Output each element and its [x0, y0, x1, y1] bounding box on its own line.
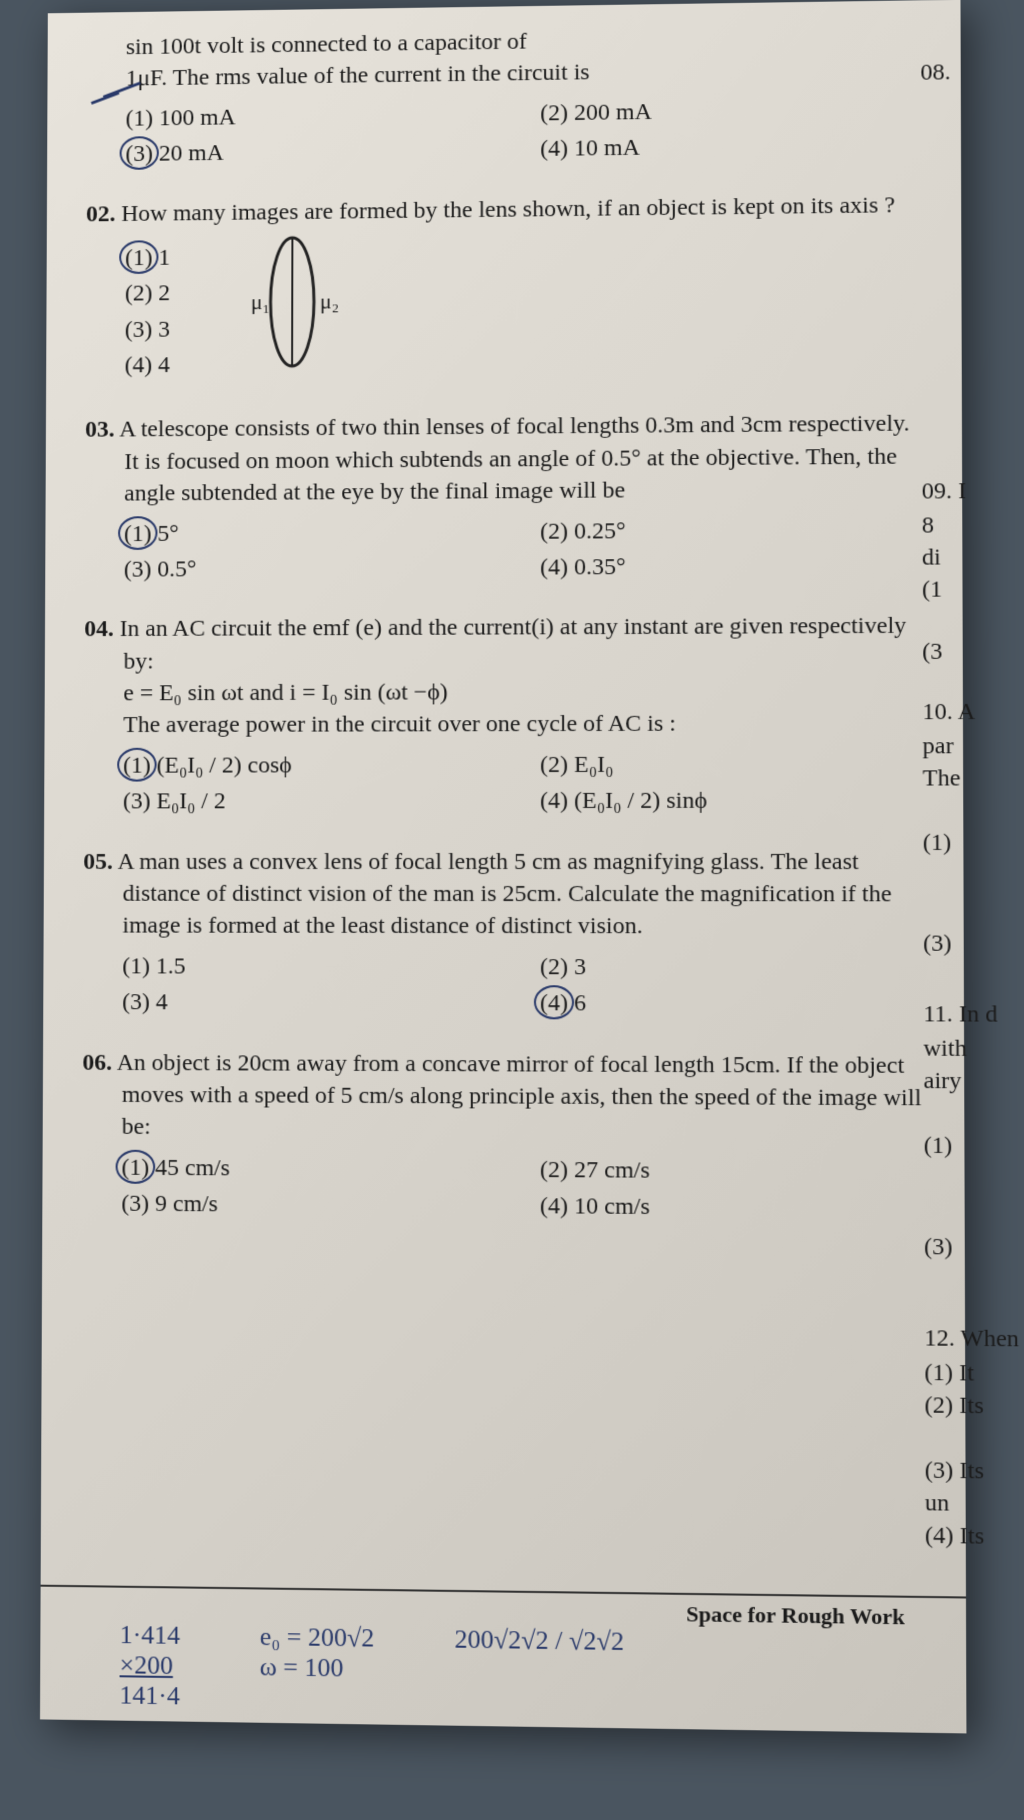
q05-opt3: (3) 4: [122, 986, 500, 1019]
r10b-3: (3): [923, 931, 952, 958]
r12b-1: (2) Its: [924, 1392, 983, 1420]
q02: 02. How many images are formed by the le…: [85, 189, 921, 387]
q02-opt4: (4) 4: [125, 349, 204, 382]
r09b-1: di: [922, 544, 941, 571]
q04-opt4: (4) (E₀I₀ / 2) sinϕ: [540, 785, 923, 818]
hw-col1: 1·414 ×200 141·4: [119, 1620, 180, 1712]
q05-body: A man uses a convex lens of focal length…: [117, 849, 891, 940]
hw-6: 200√2√2 / √2√2: [454, 1624, 624, 1657]
right-column: 08. 09. I 8 di (1 (3 10. A par The (1) (…: [900, 0, 1024, 1734]
r09b-0: 8: [922, 512, 934, 539]
lens-figure: μ₁ μ₂: [223, 227, 362, 386]
q04-options: (1) (E₀I₀ / 2) cosϕ (2) E₀I₀ (3) E₀I₀ / …: [83, 748, 922, 818]
q04-eqn: e = E₀ sin ωt and i = I₀ sin (ωt −ϕ): [84, 675, 922, 710]
q03-num: 03.: [85, 417, 115, 443]
q03-opt1: (1) 5°: [124, 516, 500, 550]
q06-body: An object is 20cm away from a concave mi…: [117, 1050, 922, 1141]
q05: 05. A man uses a convex lens of focal le…: [83, 846, 924, 1021]
q06-opt3: (3) 9 cm/s: [121, 1188, 499, 1223]
q01-opt3: (3) 20 mA: [125, 134, 500, 171]
r09: 09. I: [922, 478, 967, 505]
q05-opt4: (4) 6: [540, 987, 923, 1021]
q01-options: (1) 100 mA (2) 200 mA (3) 20 mA (4) 10 m…: [86, 92, 920, 171]
r12b-2: (3) Its: [925, 1457, 984, 1485]
hw-col3: 200√2√2 / √2√2: [454, 1624, 624, 1718]
q03: 03. A telescope consists of two thin len…: [84, 408, 922, 586]
q05-opt1: (1) 1.5: [122, 950, 500, 983]
q04-text2: The average power in the circuit over on…: [84, 708, 923, 742]
q05-options: (1) 1.5 (2) 3 (3) 4 (4) 6: [83, 950, 924, 1021]
r11b-2: (1): [924, 1133, 953, 1160]
q02-opt3: (3) 3: [125, 313, 204, 346]
hw-1: 1·414: [120, 1620, 180, 1651]
q04-opt1: (1) (E₀I₀ / 2) cosϕ: [123, 749, 500, 782]
q06-text: 06. An object is 20cm away from a concav…: [82, 1047, 924, 1148]
r08: 08.: [920, 59, 950, 86]
q06-options: (1) 45 cm/s (2) 27 cm/s (3) 9 cm/s (4) 1…: [82, 1151, 924, 1225]
r11b-3: (3): [924, 1234, 953, 1262]
q04: 04. In an AC circuit the emf (e) and the…: [83, 610, 922, 818]
r10: 10. A: [922, 699, 975, 726]
r12: 12. When: [924, 1325, 1019, 1353]
q05-opt2: (2) 3: [540, 951, 923, 984]
r11b-0: with: [923, 1036, 966, 1063]
r10b-1: The: [923, 765, 961, 792]
r12b-3: un: [925, 1490, 950, 1518]
q01-opt1: (1) 100 mA: [126, 98, 501, 135]
q06-num: 06.: [82, 1049, 112, 1075]
hw-col2: e₀ = 200√2 ω = 100: [260, 1622, 375, 1715]
q01-opt2: (2) 200 mA: [540, 92, 920, 129]
q06-opt4: (4) 10 cm/s: [540, 1190, 924, 1225]
q03-options: (1) 5° (2) 0.25° (3) 0.5° (4) 0.35°: [84, 513, 922, 586]
r10b-2: (1): [923, 830, 951, 857]
r09b-3: (3: [922, 639, 942, 666]
svg-text:μ₁: μ₁: [251, 290, 270, 314]
hw-3: 141·4: [119, 1680, 179, 1711]
q06-opt2: (2) 27 cm/s: [540, 1154, 924, 1189]
q02-num: 02.: [86, 201, 116, 227]
q06-opt1: (1) 45 cm/s: [121, 1152, 499, 1186]
q02-opt2: (2) 2: [125, 277, 204, 310]
r12b-0: (1) It: [924, 1360, 974, 1388]
hw-4: e₀ = 200√2: [260, 1622, 375, 1654]
q05-text: 05. A man uses a convex lens of focal le…: [83, 846, 923, 944]
q02-opt1: (1) 1: [125, 242, 204, 275]
rough-work: 1·414 ×200 141·4 e₀ = 200√2 ω = 100 200√…: [119, 1620, 624, 1718]
q04-text: 04. In an AC circuit the emf (e) and the…: [84, 610, 922, 678]
lens-icon: μ₁ μ₂: [223, 227, 362, 376]
hw-5: ω = 100: [260, 1652, 375, 1684]
q03-body: A telescope consists of two thin lenses …: [119, 411, 910, 507]
q04-opt2: (2) E₀I₀: [540, 748, 923, 781]
q03-opt3: (3) 0.5°: [124, 552, 500, 586]
q02-options: (1) 1 (2) 2 (3) 3 (4) 4: [85, 242, 203, 382]
partial-line: sin 100t volt is connected to a capacito…: [86, 20, 920, 171]
r09b-2: (1: [922, 577, 942, 604]
q03-text: 03. A telescope consists of two thin len…: [85, 408, 922, 510]
r11b-1: airy: [923, 1068, 961, 1095]
r11: 11. In d: [923, 1001, 997, 1028]
q02-body: How many images are formed by the lens s…: [121, 192, 895, 226]
hw-2: ×200: [120, 1650, 180, 1681]
q04-body: In an AC circuit the emf (e) and the cur…: [120, 613, 907, 674]
r12b-4: (4) Its: [925, 1523, 984, 1551]
q03-opt2: (2) 0.25°: [540, 513, 922, 548]
q04-num: 04.: [84, 617, 114, 643]
q03-opt4: (4) 0.35°: [540, 550, 922, 584]
svg-text:μ₂: μ₂: [320, 289, 339, 313]
q04-opt3: (3) E₀I₀ / 2: [123, 785, 500, 818]
q06: 06. An object is 20cm away from a concav…: [82, 1047, 924, 1226]
q01-opt4: (4) 10 mA: [540, 129, 921, 166]
exam-page: sin 100t volt is connected to a capacito…: [40, 0, 966, 1733]
q05-num: 05.: [83, 849, 113, 875]
r10b-0: par: [922, 733, 953, 760]
